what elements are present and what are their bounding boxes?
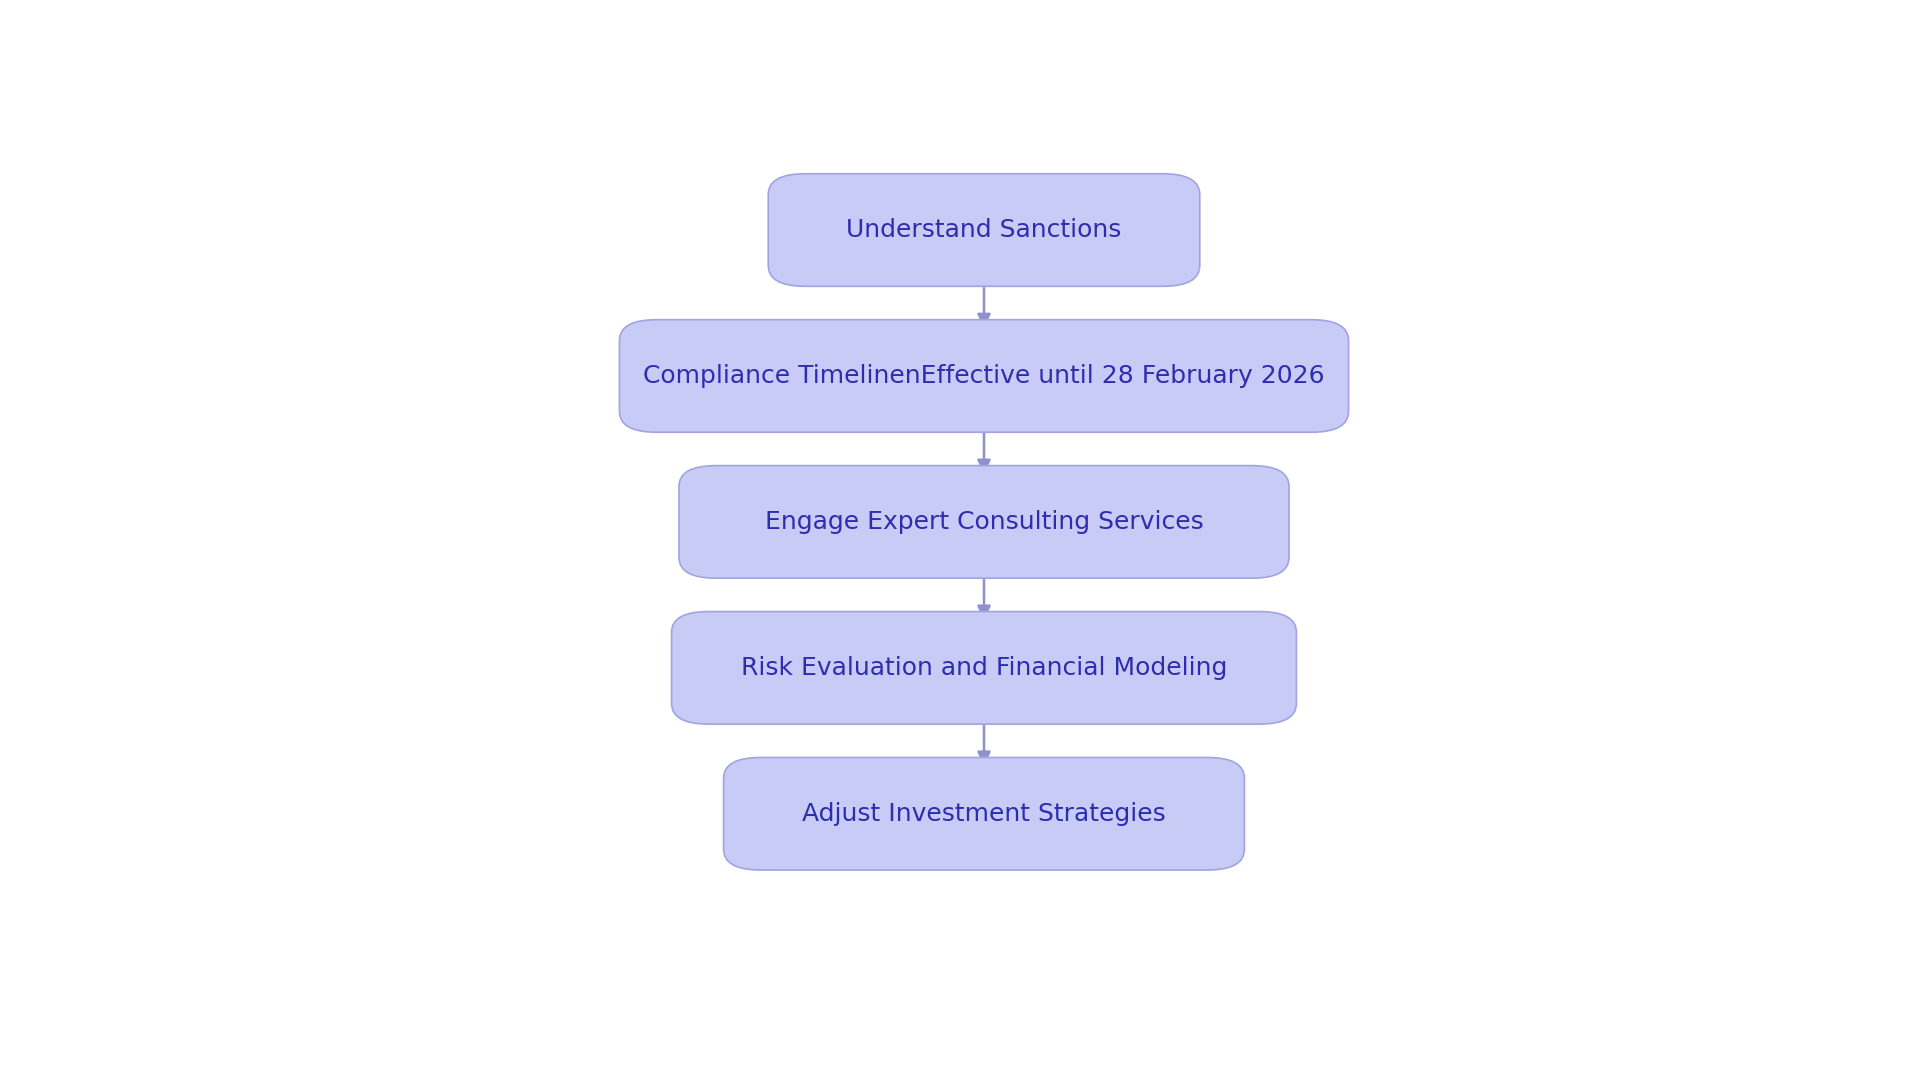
Text: Understand Sanctions: Understand Sanctions — [847, 218, 1121, 242]
FancyBboxPatch shape — [620, 319, 1348, 432]
FancyBboxPatch shape — [768, 173, 1200, 286]
FancyBboxPatch shape — [672, 612, 1296, 725]
Text: Compliance TimelinenEffective until 28 February 2026: Compliance TimelinenEffective until 28 F… — [643, 364, 1325, 388]
FancyBboxPatch shape — [680, 466, 1288, 578]
Text: Adjust Investment Strategies: Adjust Investment Strategies — [803, 801, 1165, 825]
FancyBboxPatch shape — [724, 757, 1244, 870]
Text: Risk Evaluation and Financial Modeling: Risk Evaluation and Financial Modeling — [741, 656, 1227, 680]
Text: Engage Expert Consulting Services: Engage Expert Consulting Services — [764, 510, 1204, 534]
